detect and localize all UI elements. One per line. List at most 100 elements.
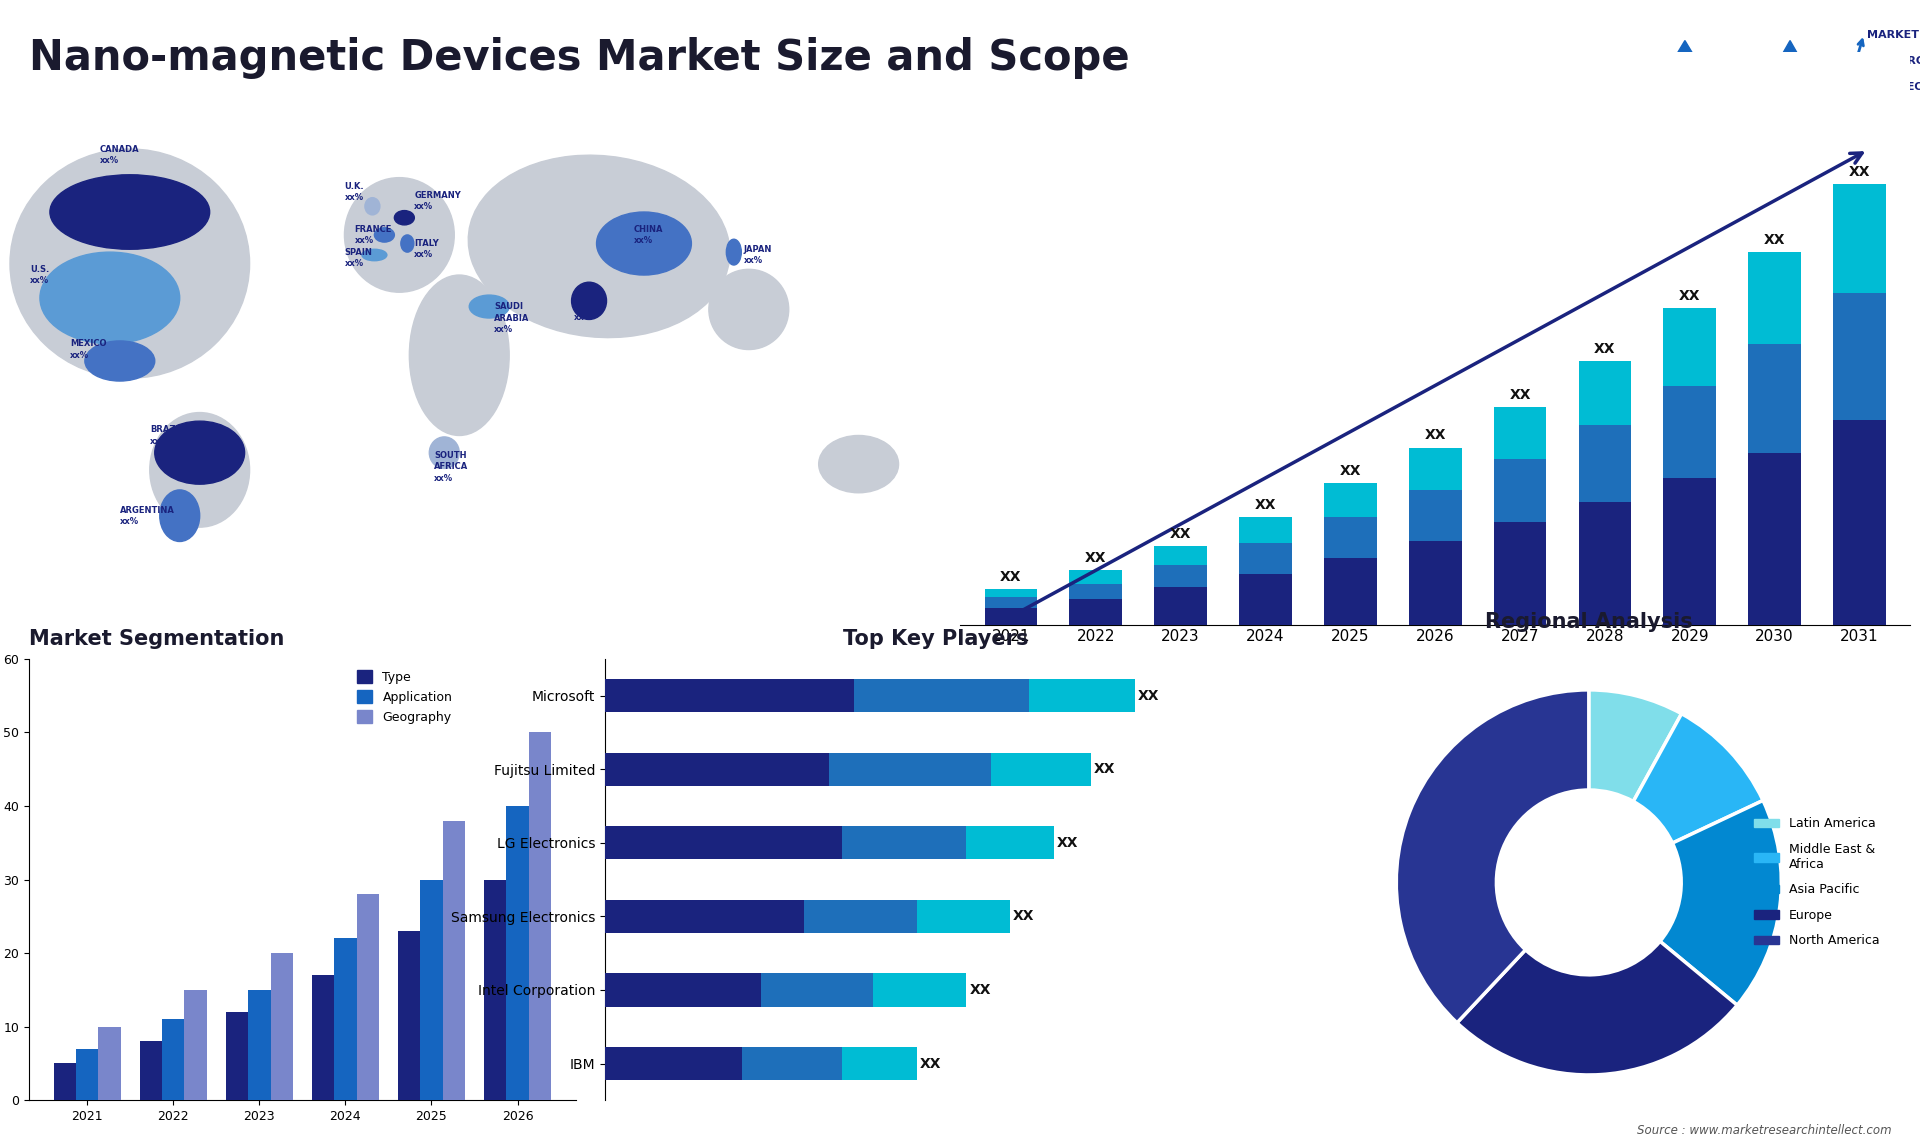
Legend: Latin America, Middle East &
Africa, Asia Pacific, Europe, North America: Latin America, Middle East & Africa, Asi…	[1749, 813, 1885, 952]
Bar	[507, 806, 528, 1100]
Text: SPAIN
xx%: SPAIN xx%	[344, 248, 372, 268]
Bar	[484, 880, 507, 1100]
Bar	[1578, 361, 1632, 425]
Ellipse shape	[597, 212, 691, 275]
Text: JAPAN
xx%: JAPAN xx%	[743, 245, 772, 265]
Bar	[1494, 460, 1546, 523]
Text: XX: XX	[1509, 387, 1530, 401]
Wedge shape	[1634, 714, 1763, 843]
Legend: Type, Application, Geography: Type, Application, Geography	[353, 665, 457, 729]
Bar	[1834, 292, 1885, 421]
Text: XX: XX	[1340, 464, 1361, 478]
Text: XX: XX	[1849, 165, 1870, 179]
Text: XX: XX	[1764, 233, 1786, 246]
Bar	[77, 1049, 98, 1100]
Text: GERMANY
xx%: GERMANY xx%	[415, 190, 461, 211]
Ellipse shape	[572, 282, 607, 320]
Bar	[966, 826, 1054, 860]
Bar	[1749, 453, 1801, 625]
Bar	[227, 1012, 248, 1100]
Ellipse shape	[361, 249, 388, 260]
Bar	[829, 753, 991, 786]
Bar	[854, 678, 1029, 712]
Text: XX: XX	[1169, 527, 1192, 541]
Text: Nano-magnetic Devices Market Size and Scope: Nano-magnetic Devices Market Size and Sc…	[29, 37, 1129, 79]
Bar	[1749, 252, 1801, 344]
Bar	[444, 821, 465, 1100]
Ellipse shape	[50, 174, 209, 250]
Bar	[985, 607, 1037, 625]
Text: SAUDI
ARABIA
xx%: SAUDI ARABIA xx%	[493, 303, 530, 333]
Text: XX: XX	[1139, 689, 1160, 702]
Bar	[1578, 502, 1632, 625]
Text: XX: XX	[970, 983, 991, 997]
Ellipse shape	[430, 437, 459, 469]
Bar	[1663, 308, 1716, 386]
Text: SOUTH
AFRICA
xx%: SOUTH AFRICA xx%	[434, 452, 468, 482]
Text: XX: XX	[1094, 762, 1116, 776]
Text: XX: XX	[1425, 429, 1446, 442]
Bar	[140, 1042, 161, 1100]
Bar	[1494, 407, 1546, 460]
Bar	[1238, 573, 1292, 625]
Ellipse shape	[159, 490, 200, 541]
Ellipse shape	[468, 155, 730, 338]
Bar	[1325, 517, 1377, 558]
Bar	[334, 939, 357, 1100]
Bar	[1834, 421, 1885, 625]
Text: XX: XX	[920, 1057, 941, 1070]
Bar	[1154, 565, 1208, 587]
Bar	[420, 880, 444, 1100]
Bar	[804, 900, 916, 933]
Text: XX: XX	[1056, 835, 1079, 849]
Bar	[916, 900, 1010, 933]
Text: XX: XX	[1594, 342, 1615, 355]
Text: Market Segmentation: Market Segmentation	[29, 629, 284, 649]
Wedge shape	[1457, 941, 1738, 1075]
Bar	[54, 1063, 77, 1100]
Text: MEXICO
xx%: MEXICO xx%	[69, 339, 106, 360]
Polygon shape	[1740, 40, 1841, 131]
Ellipse shape	[10, 149, 250, 378]
Bar	[605, 753, 829, 786]
Bar	[605, 678, 854, 712]
Bar	[741, 1047, 841, 1080]
Ellipse shape	[726, 240, 741, 265]
Wedge shape	[1396, 690, 1590, 1022]
Bar	[1238, 543, 1292, 573]
Bar	[1238, 517, 1292, 543]
Ellipse shape	[374, 228, 394, 242]
Bar	[1663, 478, 1716, 625]
Bar	[1325, 484, 1377, 517]
Ellipse shape	[394, 211, 415, 225]
Bar	[528, 732, 551, 1100]
Text: CANADA
xx%: CANADA xx%	[100, 144, 140, 165]
Bar	[985, 589, 1037, 597]
Text: XX: XX	[1256, 499, 1277, 512]
Wedge shape	[1661, 800, 1782, 1005]
Ellipse shape	[344, 178, 455, 292]
Ellipse shape	[708, 269, 789, 350]
Bar	[1578, 425, 1632, 502]
Ellipse shape	[156, 421, 244, 484]
Text: INDIA
xx%: INDIA xx%	[574, 303, 601, 322]
Ellipse shape	[150, 413, 250, 527]
Bar	[1409, 541, 1461, 625]
Ellipse shape	[401, 235, 415, 252]
Bar	[311, 975, 334, 1100]
Ellipse shape	[40, 252, 180, 344]
Text: XX: XX	[1085, 551, 1106, 565]
Text: XX: XX	[1014, 910, 1035, 924]
Text: CHINA
xx%: CHINA xx%	[634, 225, 664, 245]
Bar	[1154, 547, 1208, 565]
Ellipse shape	[818, 435, 899, 493]
Bar	[874, 973, 966, 1006]
Bar	[248, 990, 271, 1100]
Ellipse shape	[365, 197, 380, 215]
Bar	[1494, 523, 1546, 625]
Text: U.K.
xx%: U.K. xx%	[344, 182, 365, 202]
Bar	[1325, 558, 1377, 625]
Title: Regional Analysis: Regional Analysis	[1484, 612, 1693, 631]
Bar	[605, 826, 841, 860]
Text: MARKET: MARKET	[1866, 30, 1918, 40]
